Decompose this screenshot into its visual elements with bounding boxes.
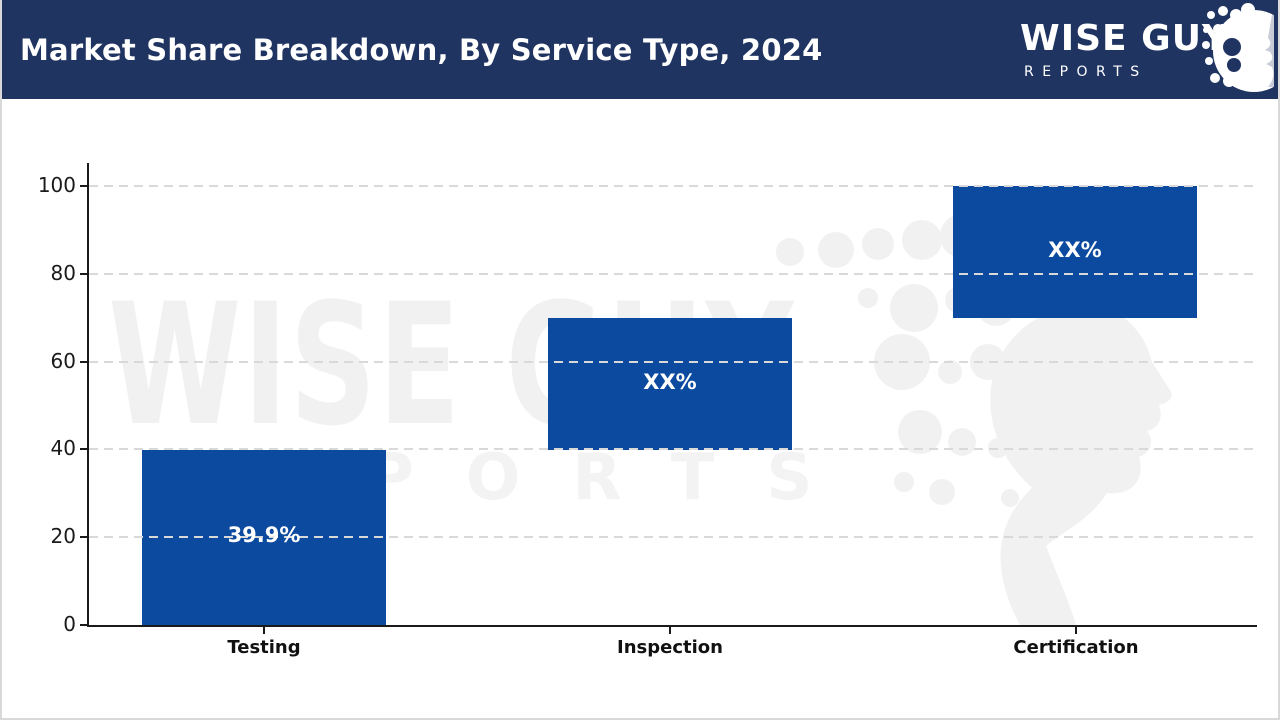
bar-value-label-certification: XX% xyxy=(1048,237,1102,262)
logo-wordmark: WISE GUY xyxy=(1020,18,1229,59)
y-tick-mark-60 xyxy=(80,360,87,363)
logo-dot-head-icon xyxy=(1202,3,1280,92)
y-tick-label-0: 0 xyxy=(63,612,76,636)
header: Market Share Breakdown, By Service Type,… xyxy=(0,0,1280,99)
chart-area: WISE GUY REPORTS 0 20 40 60 80 100 39 xyxy=(0,99,1280,720)
gridline-40 xyxy=(89,448,1255,451)
logo-subtext: REPORTS xyxy=(1024,64,1148,80)
bar-inspection xyxy=(548,317,792,450)
y-tick-mark-80 xyxy=(80,272,87,275)
y-tick-mark-100 xyxy=(80,185,87,187)
x-tick-mark-inspection xyxy=(669,627,671,634)
y-tick-label-100: 100 xyxy=(37,173,76,197)
x-tick-mark-testing xyxy=(263,627,265,634)
gridline-80 xyxy=(89,272,1255,275)
gridline-60 xyxy=(89,360,1255,363)
y-tick-label-40: 40 xyxy=(50,436,76,461)
y-tick-mark-40 xyxy=(80,448,87,451)
x-axis-label-inspection: Inspection xyxy=(617,637,723,658)
wiseguy-logo: WISE GUY REPORTS xyxy=(1010,3,1280,96)
x-axis-line xyxy=(87,625,1257,627)
gridline-20 xyxy=(89,536,1255,539)
x-axis-label-certification: Certification xyxy=(1013,637,1139,658)
bar-value-label-testing: 39.9% xyxy=(227,523,301,548)
y-tick-mark-20 xyxy=(80,536,87,539)
y-axis-line xyxy=(87,163,89,627)
wiseguy-logo-graphic: WISE GUY REPORTS xyxy=(1020,3,1280,92)
y-tick-label-60: 60 xyxy=(50,348,76,373)
page-title: Market Share Breakdown, By Service Type,… xyxy=(20,32,823,67)
x-axis-label-testing: Testing xyxy=(227,637,301,658)
y-tick-mark-0 xyxy=(80,624,87,626)
y-tick-label-20: 20 xyxy=(50,524,76,549)
y-tick-label-80: 80 xyxy=(50,260,76,285)
gridline-100 xyxy=(89,185,1255,187)
bar-value-label-inspection: XX% xyxy=(643,369,697,394)
x-tick-mark-certification xyxy=(1075,627,1077,634)
